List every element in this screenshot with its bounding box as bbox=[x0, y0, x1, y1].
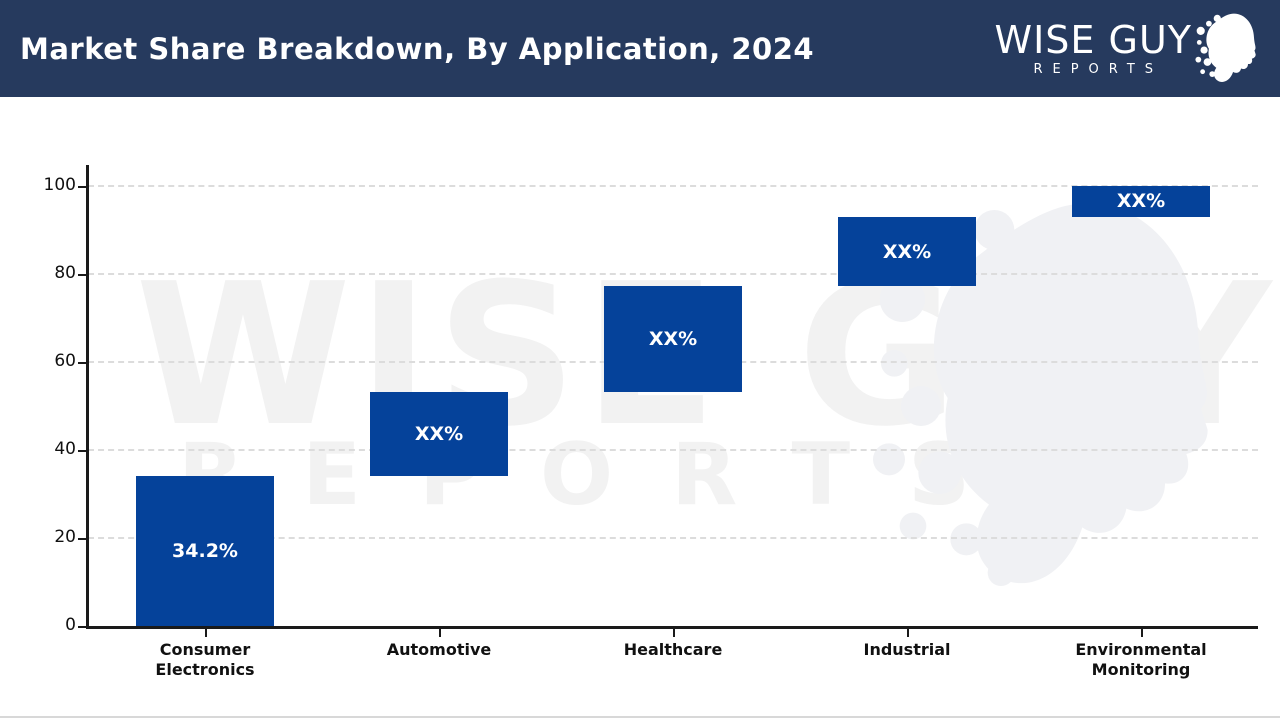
bar-automotive: XX% bbox=[370, 391, 508, 476]
y-tick-mark bbox=[78, 186, 86, 188]
y-tick-label: 80 bbox=[54, 263, 76, 283]
y-tick-mark bbox=[78, 274, 86, 276]
x-tick-mark bbox=[673, 629, 675, 637]
x-category-label: Healthcare bbox=[623, 640, 723, 659]
bar-value-label: 34.2% bbox=[172, 539, 238, 562]
gridline bbox=[88, 185, 1258, 187]
x-tick-mark bbox=[1141, 629, 1143, 637]
x-category-label: Environmental Monitoring bbox=[1075, 640, 1207, 680]
y-tick-label: 40 bbox=[54, 439, 76, 459]
y-tick-mark bbox=[78, 626, 86, 628]
header-bar: Market Share Breakdown, By Application, … bbox=[0, 0, 1280, 97]
bar-healthcare: XX% bbox=[604, 286, 742, 392]
logo-wordmark: WISE GUY bbox=[994, 17, 1192, 62]
y-tick-label: 20 bbox=[54, 527, 76, 547]
x-tick-mark bbox=[439, 629, 441, 637]
y-tick-label: 100 bbox=[43, 175, 76, 195]
x-tick-mark bbox=[907, 629, 909, 637]
x-category-label: Consumer Electronics bbox=[155, 640, 255, 680]
x-tick-mark bbox=[205, 629, 207, 637]
x-category-label: Industrial bbox=[863, 640, 951, 659]
y-tick-label: 60 bbox=[54, 351, 76, 371]
logo-face-icon bbox=[1195, 13, 1256, 82]
y-tick-mark bbox=[78, 450, 86, 452]
page-title: Market Share Breakdown, By Application, … bbox=[20, 31, 815, 66]
footer-divider bbox=[0, 716, 1280, 718]
gridline bbox=[88, 273, 1258, 275]
x-axis-line bbox=[86, 626, 1258, 629]
bar-value-label: XX% bbox=[648, 328, 698, 351]
y-tick-mark bbox=[78, 362, 86, 364]
watermark-text-reports: REPORTS bbox=[178, 425, 1029, 525]
bar-consumer-electronics: 34.2% bbox=[136, 475, 274, 626]
logo-subtitle: REPORTS bbox=[1033, 61, 1164, 77]
y-tick-mark bbox=[78, 538, 86, 540]
gridline bbox=[88, 537, 1258, 539]
y-tick-label: 0 bbox=[65, 615, 76, 635]
bar-industrial: XX% bbox=[838, 216, 976, 287]
gridline bbox=[88, 449, 1258, 451]
bar-value-label: XX% bbox=[882, 240, 932, 263]
y-axis-line bbox=[86, 165, 89, 628]
x-category-label: Automotive bbox=[386, 640, 492, 659]
watermark-face-icon bbox=[873, 203, 1208, 586]
logo-text: WISE GUY REPORTS bbox=[995, 21, 1192, 77]
bar-value-label: XX% bbox=[414, 422, 464, 445]
bar-value-label: XX% bbox=[1116, 190, 1166, 213]
bar-environmental-monitoring: XX% bbox=[1072, 186, 1210, 217]
wise-guy-logo: WISE GUY REPORTS bbox=[995, 9, 1280, 89]
